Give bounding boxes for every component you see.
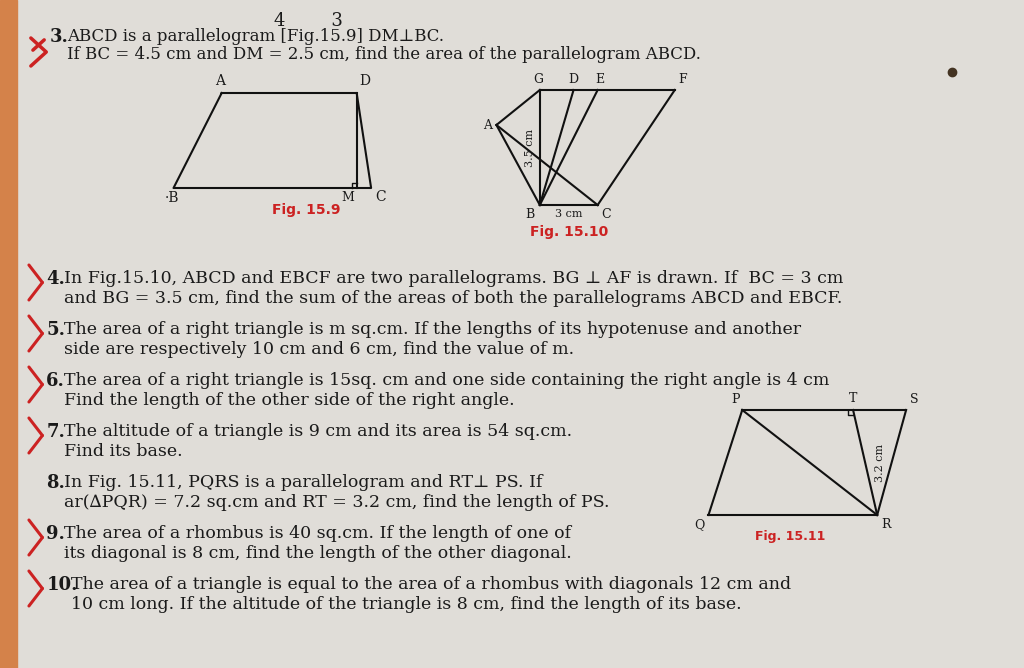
Text: 10.: 10. xyxy=(46,576,78,594)
Text: 7.: 7. xyxy=(46,423,66,441)
Text: 10 cm long. If the altitude of the triangle is 8 cm, find the length of its base: 10 cm long. If the altitude of the trian… xyxy=(72,596,742,613)
Text: The area of a rhombus is 40 sq.cm. If the length of one of: The area of a rhombus is 40 sq.cm. If th… xyxy=(63,525,570,542)
Text: D: D xyxy=(359,74,371,88)
Text: A: A xyxy=(483,118,493,132)
Text: The area of a triangle is equal to the area of a rhombus with diagonals 12 cm an: The area of a triangle is equal to the a… xyxy=(72,576,792,593)
Text: side are respectively 10 cm and 6 cm, find the value of m.: side are respectively 10 cm and 6 cm, fi… xyxy=(63,341,573,358)
Text: C: C xyxy=(601,208,611,221)
Text: Find its base.: Find its base. xyxy=(63,443,182,460)
Text: C: C xyxy=(375,190,386,204)
Text: If BC = 4.5 cm and DM = 2.5 cm, find the area of the parallelogram ABCD.: If BC = 4.5 cm and DM = 2.5 cm, find the… xyxy=(68,46,701,63)
Text: 3 cm: 3 cm xyxy=(555,209,583,219)
Text: In Fig.15.10, ABCD and EBCF are two parallelograms. BG ⊥ AF is drawn. If  BC = 3: In Fig.15.10, ABCD and EBCF are two para… xyxy=(63,270,843,287)
Text: ·B: ·B xyxy=(164,191,179,205)
Text: D: D xyxy=(568,73,579,86)
Text: 5.: 5. xyxy=(46,321,66,339)
Bar xyxy=(0,0,17,668)
Text: 4.: 4. xyxy=(46,270,66,288)
Text: G: G xyxy=(532,73,543,86)
Text: E: E xyxy=(595,73,604,86)
Text: 4        3: 4 3 xyxy=(274,12,343,30)
Text: The area of a right triangle is m sq.cm. If the lengths of its hypotenuse and an: The area of a right triangle is m sq.cm.… xyxy=(63,321,801,338)
Text: P: P xyxy=(731,393,739,406)
Text: Fig. 15.11: Fig. 15.11 xyxy=(756,530,825,543)
Text: 3.5 cm: 3.5 cm xyxy=(525,128,536,166)
Text: A: A xyxy=(215,74,225,88)
Text: The altitude of a triangle is 9 cm and its area is 54 sq.cm.: The altitude of a triangle is 9 cm and i… xyxy=(63,423,571,440)
Text: its diagonal is 8 cm, find the length of the other diagonal.: its diagonal is 8 cm, find the length of… xyxy=(63,545,571,562)
Text: S: S xyxy=(910,393,919,406)
Text: 8.: 8. xyxy=(46,474,66,492)
Text: 3.: 3. xyxy=(50,28,69,46)
Text: 9.: 9. xyxy=(46,525,66,543)
Text: B: B xyxy=(525,208,535,221)
Text: Fig. 15.10: Fig. 15.10 xyxy=(529,225,608,239)
Text: and BG = 3.5 cm, find the sum of the areas of both the parallelograms ABCD and E: and BG = 3.5 cm, find the sum of the are… xyxy=(63,290,842,307)
Text: 6.: 6. xyxy=(46,372,66,390)
Text: R: R xyxy=(881,518,891,531)
Text: In Fig. 15.11, PQRS is a parallelogram and RT⊥ PS. If: In Fig. 15.11, PQRS is a parallelogram a… xyxy=(63,474,542,491)
Text: The area of a right triangle is 15sq. cm and one side containing the right angle: The area of a right triangle is 15sq. cm… xyxy=(63,372,829,389)
Text: Q: Q xyxy=(694,518,705,531)
Text: 3.2 cm: 3.2 cm xyxy=(874,444,885,482)
Text: Fig. 15.9: Fig. 15.9 xyxy=(271,203,340,217)
Text: F: F xyxy=(679,73,687,86)
Text: ar(∆PQR) = 7.2 sq.cm and RT = 3.2 cm, find the length of PS.: ar(∆PQR) = 7.2 sq.cm and RT = 3.2 cm, fi… xyxy=(63,494,609,511)
Text: ABCD is a parallelogram [Fig.15.9] DM⊥BC.: ABCD is a parallelogram [Fig.15.9] DM⊥BC… xyxy=(68,28,444,45)
Text: M: M xyxy=(341,191,353,204)
Text: T: T xyxy=(849,392,857,405)
Text: Find the length of the other side of the right angle.: Find the length of the other side of the… xyxy=(63,392,514,409)
